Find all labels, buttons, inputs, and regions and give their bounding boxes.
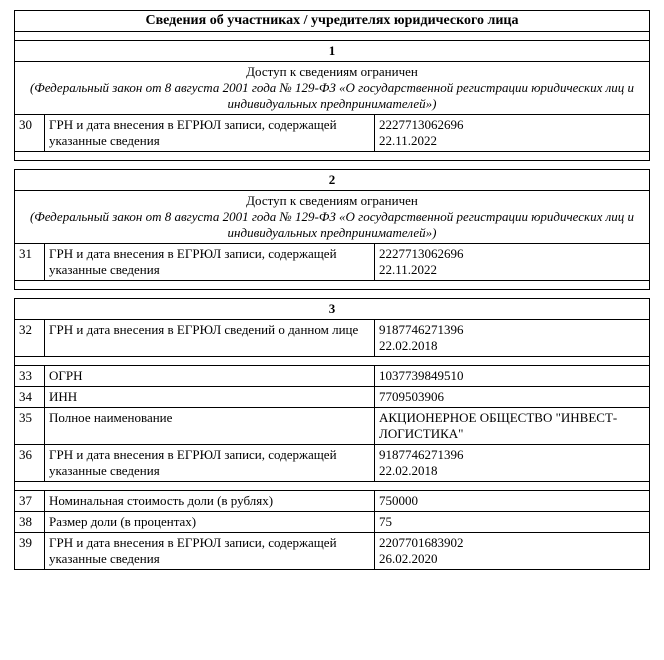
table-row: 32 ГРН и дата внесения в ЕГРЮЛ сведений … (15, 320, 650, 357)
row-label: ОГРН (45, 366, 375, 387)
grn-date: 22.11.2022 (379, 133, 437, 148)
row-value: 7709503906 (375, 387, 650, 408)
restricted-note: (Федеральный закон от 8 августа 2001 год… (30, 209, 634, 240)
spacer (15, 152, 650, 161)
grn-date: 22.02.2018 (379, 338, 438, 353)
founders-table-3: 3 32 ГРН и дата внесения в ЕГРЮЛ сведени… (14, 298, 650, 570)
table-row: 35 Полное наименование АКЦИОНЕРНОЕ ОБЩЕС… (15, 408, 650, 445)
row-number: 34 (15, 387, 45, 408)
row-value: 9187746271396 22.02.2018 (375, 445, 650, 482)
row-value: 2227713062696 22.11.2022 (375, 115, 650, 152)
spacer (15, 281, 650, 290)
restricted-note: (Федеральный закон от 8 августа 2001 год… (30, 80, 634, 111)
grn-number: 2227713062696 (379, 246, 464, 261)
grn-number: 9187746271396 (379, 447, 464, 462)
row-label: ИНН (45, 387, 375, 408)
row-label: Полное наименование (45, 408, 375, 445)
table-row: 33 ОГРН 1037739849510 (15, 366, 650, 387)
row-number: 31 (15, 244, 45, 281)
spacer (15, 32, 650, 41)
table-row: 39 ГРН и дата внесения в ЕГРЮЛ записи, с… (15, 533, 650, 570)
row-number: 36 (15, 445, 45, 482)
section-title: Сведения об участниках / учредителях юри… (15, 11, 650, 32)
row-number: 39 (15, 533, 45, 570)
table-row: 31 ГРН и дата внесения в ЕГРЮЛ записи, с… (15, 244, 650, 281)
spacer (15, 357, 650, 366)
restricted-block: Доступ к сведениям ограничен (Федеральны… (15, 62, 650, 115)
restricted-heading: Доступ к сведениям ограничен (246, 193, 418, 208)
row-label: ГРН и дата внесения в ЕГРЮЛ записи, соде… (45, 533, 375, 570)
table-row: 34 ИНН 7709503906 (15, 387, 650, 408)
table-row: 36 ГРН и дата внесения в ЕГРЮЛ записи, с… (15, 445, 650, 482)
row-number: 33 (15, 366, 45, 387)
grn-date: 26.02.2020 (379, 551, 438, 566)
row-label: ГРН и дата внесения в ЕГРЮЛ сведений о д… (45, 320, 375, 357)
spacer (15, 482, 650, 491)
row-value: 2227713062696 22.11.2022 (375, 244, 650, 281)
founders-table-2: 2 Доступ к сведениям ограничен (Федераль… (14, 169, 650, 290)
restricted-heading: Доступ к сведениям ограничен (246, 64, 418, 79)
row-number: 32 (15, 320, 45, 357)
row-value: 9187746271396 22.02.2018 (375, 320, 650, 357)
row-label: ГРН и дата внесения в ЕГРЮЛ записи, соде… (45, 244, 375, 281)
participant-number: 2 (15, 170, 650, 191)
row-value: АКЦИОНЕРНОЕ ОБЩЕСТВО "ИНВЕСТ-ЛОГИСТИКА" (375, 408, 650, 445)
table-row: 37 Номинальная стоимость доли (в рублях)… (15, 491, 650, 512)
table-row: 30 ГРН и дата внесения в ЕГРЮЛ записи, с… (15, 115, 650, 152)
restricted-block: Доступ к сведениям ограничен (Федеральны… (15, 191, 650, 244)
participant-number: 1 (15, 41, 650, 62)
row-label: Размер доли (в процентах) (45, 512, 375, 533)
row-number: 37 (15, 491, 45, 512)
grn-number: 2227713062696 (379, 117, 464, 132)
grn-number: 2207701683902 (379, 535, 464, 550)
grn-date: 22.02.2018 (379, 463, 438, 478)
grn-number: 9187746271396 (379, 322, 464, 337)
row-label: ГРН и дата внесения в ЕГРЮЛ записи, соде… (45, 115, 375, 152)
grn-date: 22.11.2022 (379, 262, 437, 277)
row-label: ГРН и дата внесения в ЕГРЮЛ записи, соде… (45, 445, 375, 482)
participant-number: 3 (15, 299, 650, 320)
founders-table: Сведения об участниках / учредителях юри… (14, 10, 650, 161)
row-label: Номинальная стоимость доли (в рублях) (45, 491, 375, 512)
row-number: 35 (15, 408, 45, 445)
table-row: 38 Размер доли (в процентах) 75 (15, 512, 650, 533)
row-value: 75 (375, 512, 650, 533)
row-number: 38 (15, 512, 45, 533)
row-value: 2207701683902 26.02.2020 (375, 533, 650, 570)
row-value: 1037739849510 (375, 366, 650, 387)
row-value: 750000 (375, 491, 650, 512)
row-number: 30 (15, 115, 45, 152)
